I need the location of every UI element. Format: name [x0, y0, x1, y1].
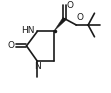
- Polygon shape: [54, 17, 66, 31]
- Text: N: N: [34, 62, 41, 71]
- Text: O: O: [66, 1, 73, 10]
- Text: O: O: [8, 41, 15, 50]
- Text: O: O: [77, 13, 84, 22]
- Text: HN: HN: [21, 26, 35, 35]
